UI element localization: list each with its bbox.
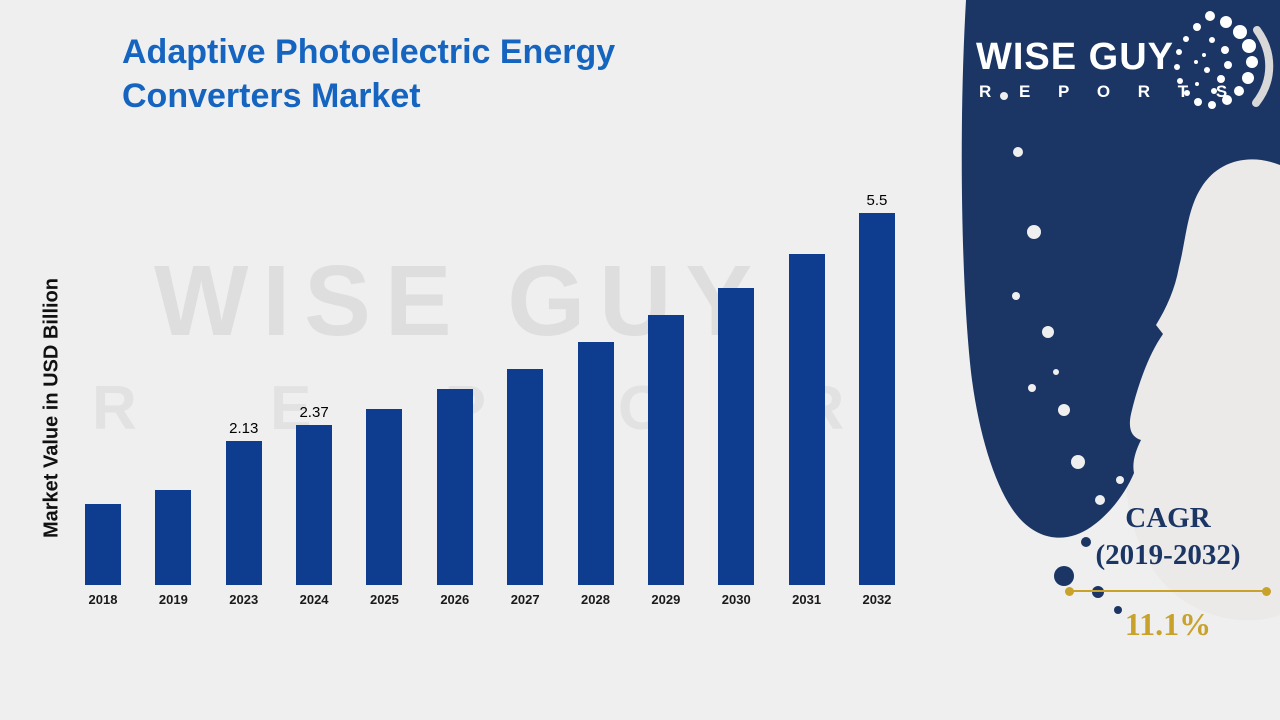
- x-tick-label: 2028: [581, 592, 610, 607]
- bar-column-2031: 2031: [788, 165, 825, 607]
- x-tick-label: 2024: [299, 592, 329, 607]
- bar: [296, 425, 333, 585]
- x-tick-label: 2019: [158, 592, 188, 607]
- bar-column-2025: 2025: [366, 165, 403, 607]
- bar: [155, 490, 192, 585]
- brand-logo: WISE GUY R E P O R T S: [976, 36, 1239, 102]
- x-tick-label: 2026: [440, 592, 470, 607]
- bar-column-2018: 2018: [85, 165, 121, 607]
- x-tick-label: 2029: [651, 592, 681, 607]
- bar-column-2019: 2019: [155, 165, 192, 607]
- bar-column-2028: 2028: [577, 165, 614, 607]
- bar: [788, 254, 825, 585]
- bar: [85, 504, 121, 585]
- y-axis-label: Market Value in USD Billion: [40, 277, 63, 539]
- bar: [366, 409, 403, 585]
- bar-value-label: 5.5: [866, 192, 888, 209]
- bar: [225, 441, 262, 585]
- bar-value-label: 2.37: [299, 404, 329, 421]
- bar-column-2026: 2026: [436, 165, 473, 607]
- brand-blob: [961, 0, 1280, 538]
- bar-column-2023: 2.13 2023: [225, 165, 262, 607]
- brand-wordmark: WISE GUY: [976, 36, 1175, 78]
- cagr-divider: [1065, 586, 1271, 596]
- brand-subtitle: R E P O R T S: [979, 82, 1239, 101]
- dot-pattern-outer: [966, 55, 1122, 614]
- bar-column-2032: 5.5 2032: [858, 165, 895, 607]
- logo-face-crescent-icon: [1252, 26, 1274, 107]
- cagr-block: CAGR (2019-2032) 11.1%: [1062, 502, 1274, 643]
- dot-pattern-inner: [1000, 92, 1124, 505]
- cagr-label: CAGR: [1125, 502, 1211, 534]
- x-tick-label: 2030: [721, 592, 751, 607]
- bar-column-2030: 2030: [718, 165, 755, 607]
- bar: [647, 315, 684, 585]
- x-tick-label: 2025: [369, 592, 399, 607]
- cagr-value: 11.1%: [1124, 606, 1212, 642]
- bar-column-2029: 2029: [647, 165, 684, 607]
- bar: [858, 213, 895, 585]
- bar-column-2027: 2027: [507, 165, 544, 607]
- page-title: Adaptive Photoelectric Energy Converters…: [122, 33, 616, 116]
- x-tick-label: 2031: [792, 592, 822, 607]
- x-tick-label: 2032: [862, 592, 892, 607]
- bar: [436, 389, 473, 585]
- x-tick-label: 2023: [229, 592, 259, 607]
- right-decoration: [961, 0, 1280, 621]
- x-tick-label: 2018: [88, 592, 118, 607]
- bar: [507, 369, 544, 585]
- bar-value-label: 2.13: [229, 420, 259, 437]
- bar-chart: 2018 2019 2.13 2023 2.37 2024 2025 2026 2027 2028…: [85, 165, 895, 607]
- x-tick-label: 2027: [510, 592, 540, 607]
- logo-head-dots-icon: [1174, 11, 1258, 109]
- bar-column-2024: 2.37 2024: [296, 165, 333, 607]
- bar: [718, 288, 755, 585]
- bar: [577, 342, 614, 585]
- cagr-range: (2019-2032): [1095, 539, 1241, 571]
